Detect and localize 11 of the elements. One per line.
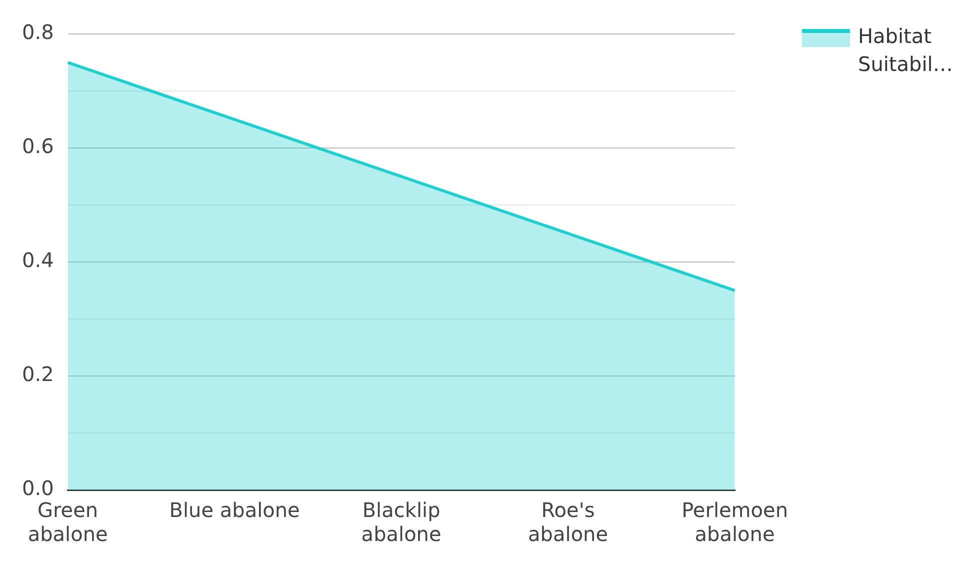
legend-label: Habitat Suitabil…	[858, 23, 954, 78]
x-tick-label: Perlemoen abalone	[682, 498, 788, 546]
x-tick-label: Blue abalone	[169, 498, 300, 522]
y-tick-label: 0.8	[22, 20, 54, 44]
y-tick-label: 0.0	[22, 476, 54, 500]
y-tick-label: 0.2	[22, 362, 54, 386]
y-tick-label: 0.4	[22, 248, 54, 272]
x-tick-label: Roe's abalone	[528, 498, 608, 546]
y-tick-label: 0.6	[22, 134, 54, 158]
x-tick-label: Blacklip abalone	[361, 498, 442, 546]
x-tick-label: Green abalone	[28, 498, 108, 546]
